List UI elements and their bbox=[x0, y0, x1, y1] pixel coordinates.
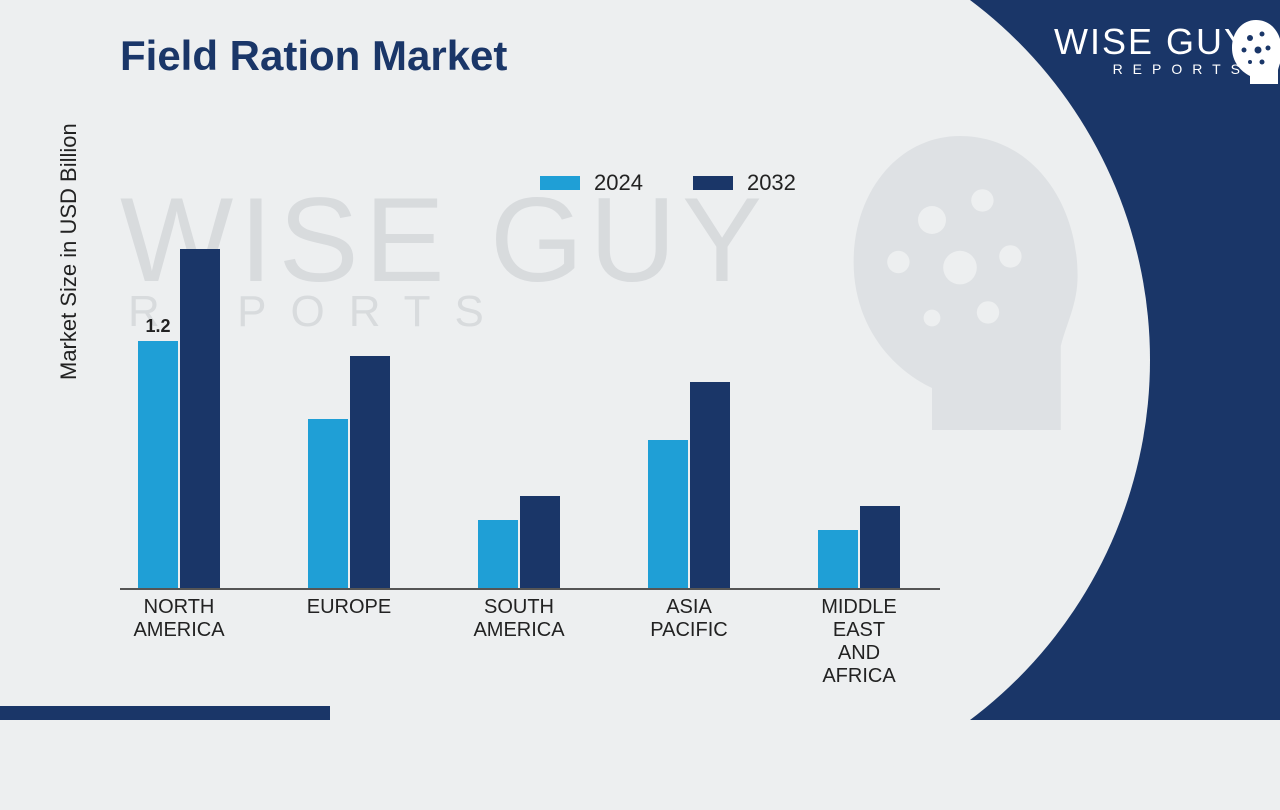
bar-2024 bbox=[648, 440, 688, 588]
logo-head-icon bbox=[1226, 18, 1280, 88]
bar-2032 bbox=[690, 382, 730, 588]
bar-group: 1.2NORTHAMERICA bbox=[138, 249, 220, 588]
legend-label-2024: 2024 bbox=[594, 170, 643, 196]
bar-2032 bbox=[350, 356, 390, 588]
bar-2032 bbox=[860, 506, 900, 588]
legend-swatch-2024 bbox=[540, 176, 580, 190]
bar-2032 bbox=[520, 496, 560, 589]
bar-group: SOUTHAMERICA bbox=[478, 496, 560, 589]
brand-sidebar bbox=[960, 0, 1280, 720]
logo-line1: WISE GUY bbox=[1054, 24, 1250, 60]
bar-2024 bbox=[308, 419, 348, 588]
bar-chart: 1.2NORTHAMERICA EUROPE SOUTHAMERICA ASIAPAC… bbox=[120, 220, 940, 590]
brand-logo: WISE GUY REPORTS bbox=[1054, 24, 1250, 76]
logo-line2: REPORTS bbox=[1054, 62, 1250, 76]
chart-title: Field Ration Market bbox=[120, 32, 507, 80]
legend: 2024 2032 bbox=[540, 170, 796, 196]
bar-2024 bbox=[818, 530, 858, 588]
y-axis-label: Market Size in USD Billion bbox=[56, 123, 82, 380]
x-axis-label: SOUTHAMERICA bbox=[449, 596, 589, 642]
x-axis-label: NORTHAMERICA bbox=[109, 596, 249, 642]
bar-group: MIDDLEEASTANDAFRICA bbox=[818, 506, 900, 588]
x-axis-label: EUROPE bbox=[279, 596, 419, 619]
bar-group: ASIAPACIFIC bbox=[648, 382, 730, 588]
x-axis-label: MIDDLEEASTANDAFRICA bbox=[789, 596, 929, 688]
bar-value-label: 1.2 bbox=[145, 316, 170, 337]
legend-swatch-2032 bbox=[693, 176, 733, 190]
legend-item-2024: 2024 bbox=[540, 170, 643, 196]
legend-item-2032: 2032 bbox=[693, 170, 796, 196]
bar-2024 bbox=[478, 520, 518, 588]
footer-accent-bar bbox=[0, 706, 330, 720]
bar-2032 bbox=[180, 249, 220, 588]
legend-label-2032: 2032 bbox=[747, 170, 796, 196]
bar-2024 bbox=[138, 341, 178, 588]
bar-group: EUROPE bbox=[308, 356, 390, 588]
plot-area: 1.2NORTHAMERICA EUROPE SOUTHAMERICA ASIAPAC… bbox=[120, 220, 940, 590]
x-axis-label: ASIAPACIFIC bbox=[619, 596, 759, 642]
